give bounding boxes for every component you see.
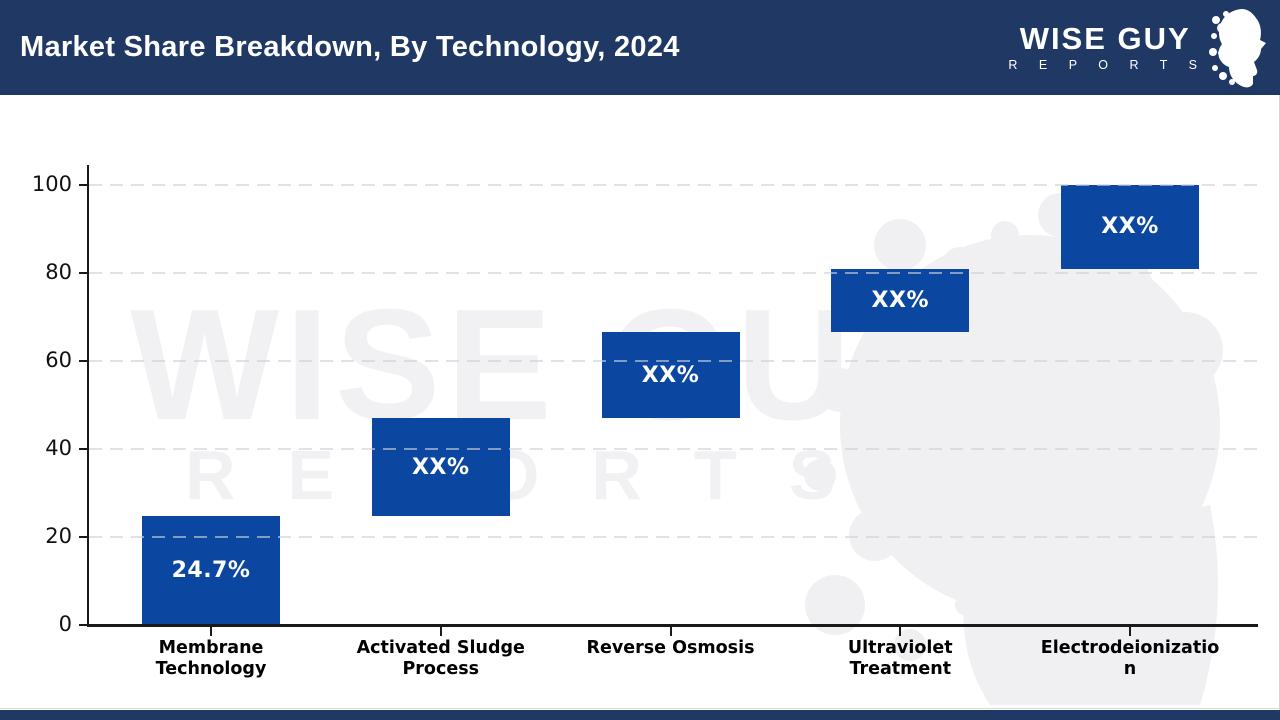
x-category-label: Activated Sludge Process bbox=[356, 638, 525, 679]
bar: XX% bbox=[831, 268, 970, 333]
y-tick bbox=[79, 272, 88, 274]
bar: XX% bbox=[1061, 185, 1199, 269]
gridline-80 bbox=[89, 272, 1258, 274]
y-tick bbox=[79, 624, 88, 626]
bar-value-label: XX% bbox=[871, 287, 929, 313]
brand-logo: WISE GUY R E P O R T S bbox=[1004, 6, 1270, 90]
x-category-label: Ultraviolet Treatment bbox=[847, 638, 953, 679]
brand-name: WISE GUY bbox=[1019, 21, 1191, 57]
y-tick bbox=[79, 448, 88, 450]
bar-value-label: XX% bbox=[1101, 214, 1159, 240]
chart-title: Market Share Breakdown, By Technology, 2… bbox=[20, 31, 680, 63]
bar-value-label: XX% bbox=[412, 454, 470, 480]
footer-bar bbox=[0, 710, 1280, 720]
y-tick bbox=[79, 360, 88, 362]
brand-head-icon bbox=[1209, 8, 1266, 87]
y-axis-line bbox=[87, 165, 89, 627]
brand-subtitle: R E P O R T S bbox=[1008, 58, 1206, 73]
bar: 24.7% bbox=[142, 516, 280, 625]
x-tick bbox=[439, 627, 442, 636]
y-tick bbox=[79, 536, 88, 538]
bar: XX% bbox=[601, 332, 740, 419]
y-tick-label: 60 bbox=[45, 348, 72, 372]
header-bar: Market Share Breakdown, By Technology, 2… bbox=[0, 0, 1280, 95]
x-category-label: Reverse Osmosis bbox=[586, 638, 755, 658]
x-category-label: Membrane Technology bbox=[155, 638, 267, 679]
y-tick-label: 0 bbox=[58, 612, 72, 636]
bar: XX% bbox=[371, 418, 510, 517]
gridline-100 bbox=[89, 184, 1258, 186]
brand-logo-text: WISE GUY R E P O R T S bbox=[1004, 23, 1206, 72]
bar-value-label: XX% bbox=[641, 362, 700, 388]
x-axis-line bbox=[87, 624, 1258, 627]
y-tick-label: 20 bbox=[45, 524, 72, 548]
watermark-text-line1: WISE GUY bbox=[130, 277, 969, 453]
footer-divider bbox=[0, 708, 1280, 709]
gridline-20 bbox=[89, 536, 1258, 538]
y-tick-label: 100 bbox=[31, 172, 72, 196]
x-tick bbox=[1129, 627, 1131, 636]
x-category-label: Electrodeionization bbox=[1040, 638, 1220, 679]
y-tick-label: 40 bbox=[45, 436, 72, 460]
x-tick bbox=[669, 627, 672, 636]
y-tick-label: 80 bbox=[45, 260, 72, 284]
x-tick bbox=[899, 627, 902, 636]
gridline-40 bbox=[89, 448, 1258, 450]
x-tick bbox=[210, 627, 212, 636]
y-tick bbox=[79, 184, 88, 186]
bar-value-label: 24.7% bbox=[171, 558, 251, 584]
gridline-60 bbox=[89, 360, 1258, 362]
